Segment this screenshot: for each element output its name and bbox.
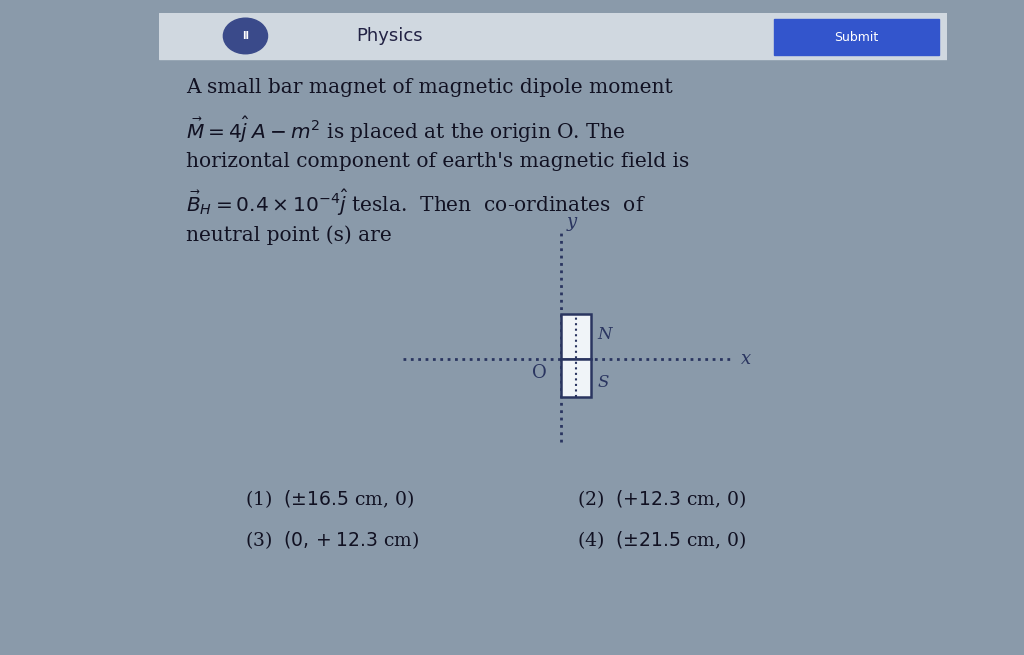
Text: $\vec{M}=4\hat{j}\;A-m^{2}$ is placed at the origin O. The: $\vec{M}=4\hat{j}\;A-m^{2}$ is placed at…	[186, 115, 626, 145]
Text: (1)  $(\pm16.5$ cm, 0): (1) $(\pm16.5$ cm, 0)	[246, 489, 415, 510]
Bar	[774, 20, 939, 55]
Text: (3)  $(0, +12.3$ cm): (3) $(0, +12.3$ cm)	[246, 529, 420, 551]
Text: neutral point (s) are: neutral point (s) are	[186, 225, 392, 245]
Text: x: x	[740, 350, 751, 368]
Text: horizontal component of earth's magnetic field is: horizontal component of earth's magnetic…	[186, 151, 689, 170]
Text: O: O	[531, 364, 547, 383]
Bar	[159, 13, 947, 59]
Text: y: y	[567, 213, 578, 231]
Text: S: S	[597, 374, 608, 391]
Text: N: N	[597, 326, 611, 343]
Text: (4)  $(\pm21.5$ cm, 0): (4) $(\pm21.5$ cm, 0)	[577, 529, 745, 551]
Text: $\vec{B}_{H}=0.4\times10^{-4}\hat{j}$ tesla.  Then  co-ordinates  of: $\vec{B}_{H}=0.4\times10^{-4}\hat{j}$ te…	[186, 189, 646, 219]
Text: (2)  $(+12.3$ cm, 0): (2) $(+12.3$ cm, 0)	[577, 489, 745, 510]
Text: A small bar magnet of magnetic dipole moment: A small bar magnet of magnetic dipole mo…	[186, 78, 673, 97]
Bar	[561, 314, 591, 360]
Text: II: II	[242, 31, 249, 41]
Bar	[561, 360, 591, 398]
Text: Physics: Physics	[356, 27, 423, 45]
Text: Submit: Submit	[835, 31, 879, 44]
Circle shape	[223, 18, 267, 54]
